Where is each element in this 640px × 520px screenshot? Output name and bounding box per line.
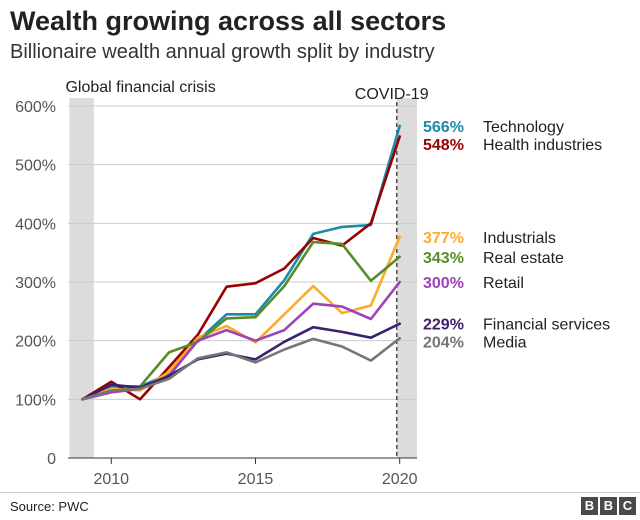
axes: 0 100% 200% 300% 400% 500% 600% 2010 2015 2020 [15, 99, 418, 488]
covid-shading [396, 98, 417, 458]
y-tick-label: 600% [15, 99, 56, 116]
series-label-real-estate: Real estate [483, 250, 564, 267]
series-label-health-industries: Health industries [483, 137, 602, 154]
series-label-retail: Retail [483, 275, 524, 292]
x-tick-label: 2020 [382, 471, 418, 488]
series-label-industrials: Industrials [483, 230, 556, 247]
value-label-financial-services: 229% [423, 317, 464, 334]
shaded-periods [69, 98, 417, 458]
bbc-logo: B B C [581, 497, 636, 515]
crisis-label: Global financial crisis [65, 79, 215, 96]
y-tick-label: 500% [15, 158, 56, 175]
bbc-logo-letter: B [581, 497, 598, 515]
value-label-retail: 300% [423, 275, 464, 292]
series-labels: Global financial crisis COVID-19 566% Techn… [65, 79, 610, 352]
covid-label: COVID-19 [355, 86, 429, 103]
series-label-financial-services: Financial services [483, 317, 610, 334]
x-tick-label: 2010 [93, 471, 129, 488]
gridlines [68, 102, 417, 459]
crisis-shading [69, 98, 94, 458]
value-label-real-estate: 343% [423, 250, 464, 267]
bbc-logo-letter: B [600, 497, 617, 515]
y-tick-label: 100% [15, 392, 56, 409]
line-chart: 0 100% 200% 300% 400% 500% 600% 2010 2015 2020 Gl… [15, 79, 610, 488]
value-label-technology: 566% [423, 119, 464, 136]
series-label-technology: Technology [483, 119, 564, 136]
y-tick-label: 0 [47, 451, 56, 468]
chart-subtitle: Billionaire wealth annual growth split b… [10, 41, 435, 63]
y-tick-label: 300% [15, 275, 56, 292]
y-tick-label: 400% [15, 216, 56, 233]
y-tick-label: 200% [15, 334, 56, 351]
x-tick-label: 2015 [238, 471, 274, 488]
series-line-media [81, 336, 402, 401]
series-line-real-estate [81, 240, 402, 401]
value-label-media: 204% [423, 335, 464, 352]
series-line-health-industries [81, 135, 402, 401]
value-label-industrials: 377% [423, 230, 464, 247]
series-label-media: Media [483, 335, 527, 352]
chart-title: Wealth growing across all sectors [10, 6, 447, 36]
series-lines [81, 124, 402, 401]
value-label-health-industries: 548% [423, 137, 464, 154]
source-note: Source: PWC [10, 499, 89, 514]
bbc-logo-letter: C [619, 497, 636, 515]
footer-divider [0, 492, 640, 493]
